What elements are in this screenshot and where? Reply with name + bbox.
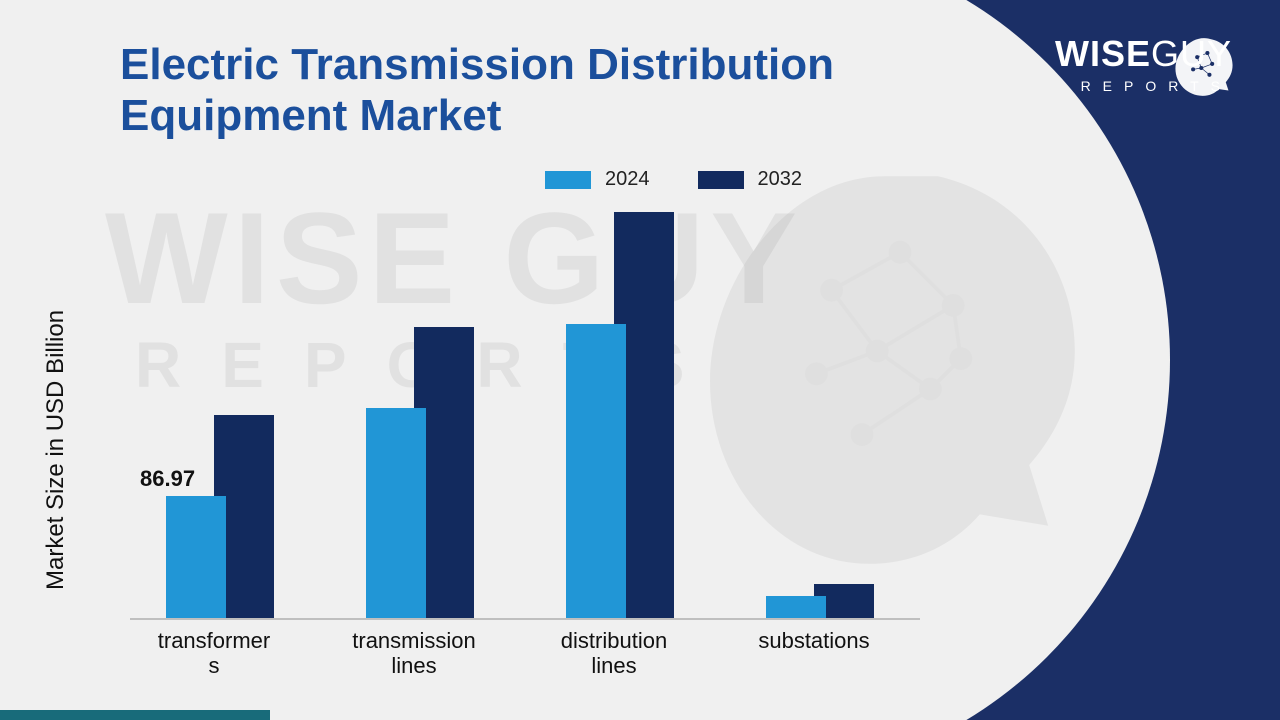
bar-2024 [366, 408, 426, 618]
bar-value-label: 86.97 [140, 466, 195, 492]
bar-2024 [566, 324, 626, 618]
legend-label: 2024 [605, 168, 650, 191]
brand-logo: WISEGUY REPORTS [1055, 36, 1232, 94]
footer-accent-bar [0, 710, 270, 720]
legend-swatch [545, 171, 591, 189]
x-axis-label: transmission lines [352, 628, 475, 679]
legend: 2024 2032 [545, 168, 802, 191]
x-axis-label: substations [758, 628, 869, 653]
x-axis-label: distribution lines [561, 628, 667, 679]
bar-2024 [166, 496, 226, 618]
x-axis-label: transformer s [158, 628, 270, 679]
bar-2024 [766, 596, 826, 618]
y-axis-label: Market Size in USD Billion [42, 310, 70, 590]
legend-label: 2032 [758, 168, 803, 191]
chart-title: Electric Transmission Distribution Equip… [120, 40, 860, 141]
brand-line1: WISEGUY [1055, 36, 1232, 72]
legend-item: 2032 [698, 168, 803, 191]
x-axis-baseline [130, 618, 920, 620]
chart-plot: transformer s86.97transmission linesdist… [130, 200, 920, 620]
legend-item: 2024 [545, 168, 650, 191]
canvas: WISEGUY REPORTS Electric Transmission Di… [0, 0, 1280, 720]
legend-swatch [698, 171, 744, 189]
brand-line2: REPORTS [1055, 78, 1232, 94]
brand-word-2: GUY [1151, 33, 1232, 74]
brand-word-1: WISE [1055, 33, 1151, 74]
